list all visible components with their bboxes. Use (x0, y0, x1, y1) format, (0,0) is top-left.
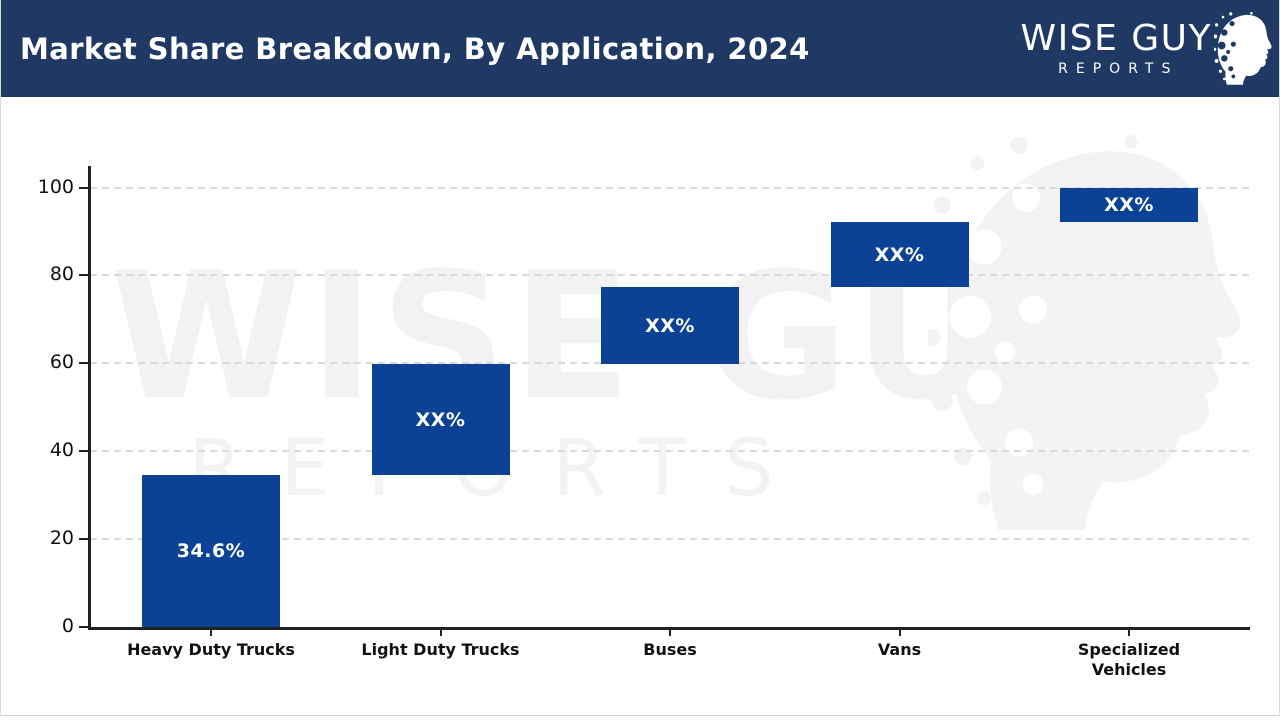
bar-vans: XX% (830, 221, 969, 288)
y-tick-mark (79, 274, 88, 277)
bar-value-label: XX% (874, 243, 925, 266)
x-tick-mark (210, 630, 212, 636)
face-logo-icon (1214, 11, 1272, 85)
y-tick-label: 20 (49, 527, 74, 550)
bar-value-label: XX% (645, 314, 695, 337)
x-axis-label-light-duty-trucks: Light Duty Trucks (361, 640, 520, 659)
gridline-40 (90, 450, 1250, 453)
y-tick-mark (79, 450, 88, 453)
x-axis-label-buses: Buses (643, 640, 697, 659)
page-title: Market Share Breakdown, By Application, … (20, 31, 810, 66)
y-tick-mark (79, 538, 88, 541)
header: Market Share Breakdown, By Application, … (0, 0, 1280, 97)
bar-buses: XX% (601, 287, 739, 365)
x-tick-mark (439, 630, 442, 636)
logo-wordmark-line1: WISE GUY (1020, 17, 1212, 59)
logo-wordmark-line2: REPORTS (1058, 60, 1179, 77)
gridline-20 (90, 538, 1250, 541)
gridline-80 (90, 274, 1250, 277)
y-tick-label: 60 (49, 351, 74, 374)
y-tick-label: 100 (37, 175, 74, 198)
x-axis-label-heavy-duty-trucks: Heavy Duty Trucks (127, 640, 295, 659)
y-tick-mark (79, 186, 88, 189)
y-tick-label: 80 (49, 263, 74, 286)
logo-wordmark: WISE GUY REPORTS (1020, 17, 1213, 77)
y-tick-label: 40 (49, 439, 74, 462)
bar-value-label: 34.6% (176, 539, 246, 562)
x-axis-line (88, 627, 1250, 630)
x-tick-mark (898, 630, 901, 636)
wiseguy-logo: WISE GUY REPORTS (1021, 11, 1273, 87)
x-axis-label-specialized-vehicles: Specialized Vehicles (1077, 640, 1181, 679)
y-tick-label: 0 (61, 615, 74, 637)
y-tick-mark (79, 626, 88, 628)
y-axis-line (88, 166, 91, 630)
x-tick-mark (669, 630, 671, 636)
bar-light-duty-trucks: XX% (371, 364, 510, 475)
bar-value-label: XX% (1104, 193, 1154, 216)
gridline-100 (90, 186, 1250, 189)
bar-specialized-vehicles: XX% (1060, 187, 1198, 222)
y-tick-mark (79, 362, 88, 365)
x-tick-mark (1128, 630, 1130, 636)
x-axis-label-vans: Vans (877, 640, 922, 659)
bar-value-label: XX% (415, 408, 466, 431)
bar-heavy-duty-trucks: 34.6% (142, 474, 280, 627)
